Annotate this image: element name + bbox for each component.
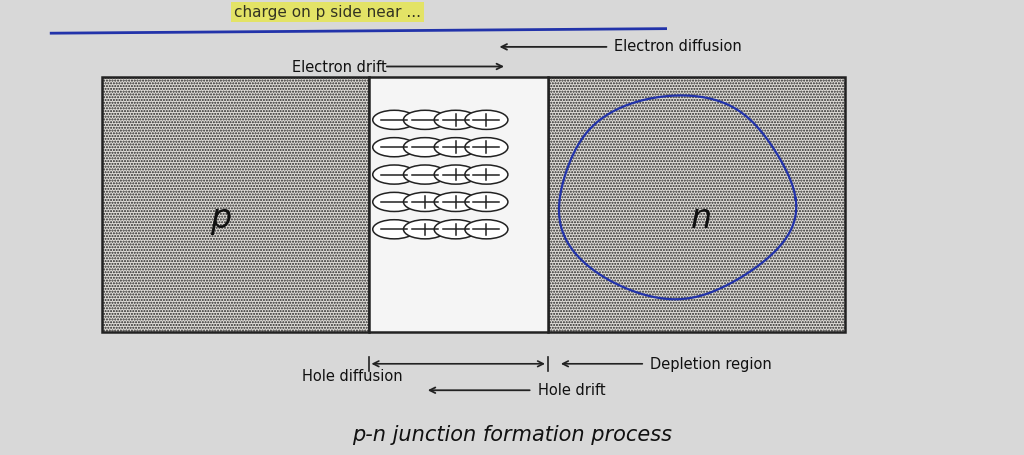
Circle shape [373, 166, 416, 185]
Circle shape [373, 138, 416, 157]
Circle shape [373, 193, 416, 212]
Text: p-n junction formation process: p-n junction formation process [352, 425, 672, 445]
Circle shape [403, 193, 446, 212]
Text: n: n [691, 202, 712, 235]
Circle shape [434, 111, 477, 130]
Circle shape [465, 111, 508, 130]
Bar [102, 77, 369, 332]
Circle shape [465, 166, 508, 185]
Circle shape [373, 220, 416, 239]
Text: Electron diffusion: Electron diffusion [614, 40, 742, 54]
Circle shape [465, 193, 508, 212]
Bar [548, 77, 845, 332]
Circle shape [465, 220, 508, 239]
Circle shape [434, 220, 477, 239]
Circle shape [373, 111, 416, 130]
Circle shape [434, 166, 477, 185]
Text: p: p [210, 202, 230, 235]
Circle shape [434, 193, 477, 212]
Circle shape [403, 138, 446, 157]
Text: Hole drift: Hole drift [538, 382, 605, 397]
Circle shape [403, 166, 446, 185]
Circle shape [465, 138, 508, 157]
Circle shape [434, 138, 477, 157]
Bar [369, 77, 548, 332]
Circle shape [403, 220, 446, 239]
Circle shape [403, 111, 446, 130]
Text: Electron drift: Electron drift [292, 60, 387, 75]
Text: Depletion region: Depletion region [650, 357, 772, 371]
Text: charge on p side near ...: charge on p side near ... [234, 5, 421, 20]
Text: Hole diffusion: Hole diffusion [302, 368, 402, 383]
